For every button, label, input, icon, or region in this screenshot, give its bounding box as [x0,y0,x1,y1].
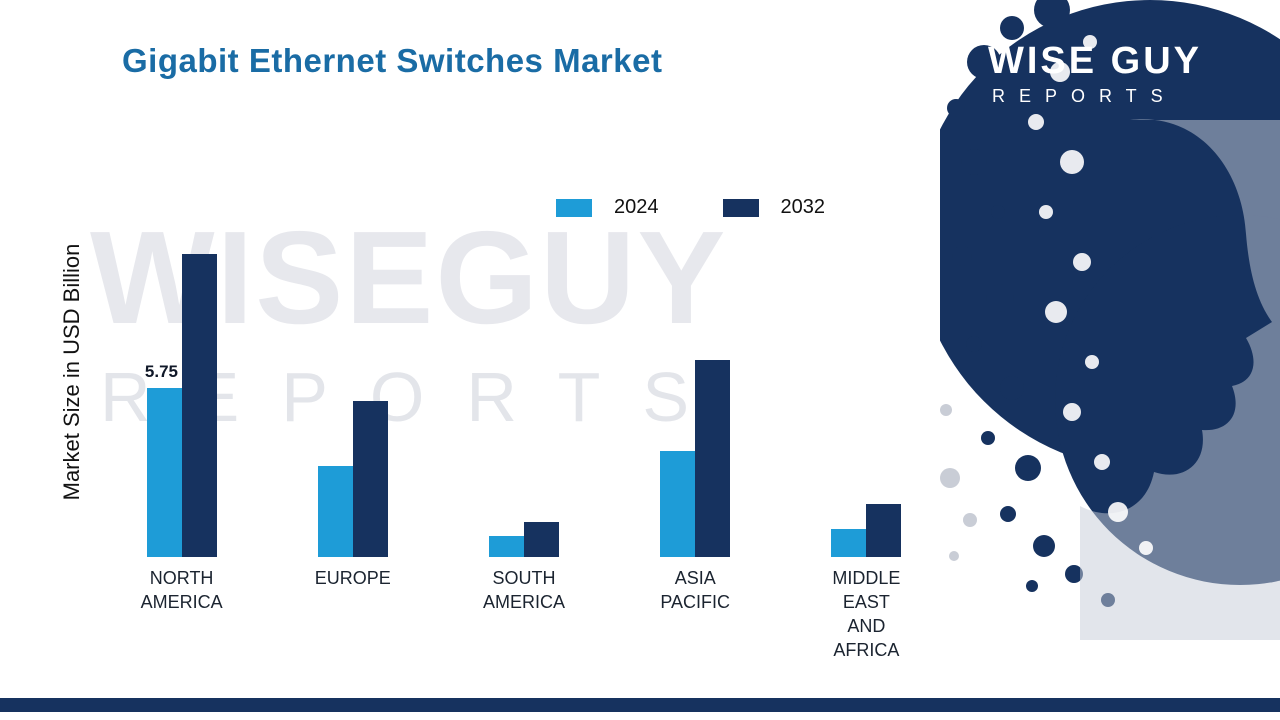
bar-2032-north-america [181,254,217,557]
category-label-south-america: SOUTH AMERICA [483,568,566,612]
brand-logo: WISE GUY REPORTS [988,40,1202,107]
bar-value-label-2024-north-america: 5.75 [144,362,178,381]
chart-legend: 2024 2032 [556,196,825,219]
legend-swatch-2032 [722,198,759,217]
legend-label-2032: 2032 [780,196,826,218]
legend-swatch-2024 [556,198,592,217]
category-label-asia-pacific: ASIA PACIFIC [660,568,731,612]
category-label-middle-east-and-africa: MIDDLE EAST AND AFRICA [832,568,901,660]
bars-north-america: 5.75 [145,233,217,557]
bars-middle-east-and-africa [831,233,902,557]
bar-2024-asia-pacific [660,451,696,557]
bar-2024-south-america [489,536,524,557]
bars-south-america [489,233,559,557]
legend-item-2032: 2032 [722,196,826,219]
bar-2032-middle-east-and-africa [866,504,902,557]
bar-chart: 5.75 NORTH AMERICA EUROPE SOUTH AMERICA ASIA PA… [96,233,952,663]
bar-group-middle-east-and-africa: MIDDLE EAST AND AFRICA [781,233,952,663]
page-title: Gigabit Ethernet Switches Market [122,42,663,79]
bottom-accent-bar [0,698,1280,712]
y-axis-label: Market Size in USD Billion [59,243,84,501]
bar-group-europe: EUROPE [267,233,438,663]
bar-group-north-america: 5.75 NORTH AMERICA [96,233,267,663]
category-label-north-america: NORTH AMERICA [140,568,223,612]
brand-subtitle: REPORTS [991,86,1177,106]
dotted-head-decoration [940,0,1280,640]
bar-group-south-america: SOUTH AMERICA [438,233,609,663]
bar-2024-north-america: 5.75 [145,362,182,557]
brand-name: WISE GUY [987,40,1202,82]
bar-group-asia-pacific: ASIA PACIFIC [610,233,781,663]
bar-2024-middle-east-and-africa [831,529,867,557]
bars-europe [317,233,388,557]
bar-2032-south-america [524,522,559,557]
legend-label-2024: 2024 [614,196,659,218]
bar-2024-europe [317,466,353,557]
bar-2032-asia-pacific [695,360,731,557]
bars-asia-pacific [660,233,731,557]
category-label-europe: EUROPE [314,568,391,588]
legend-item-2024: 2024 [556,196,659,219]
bar-2032-europe [352,401,388,557]
